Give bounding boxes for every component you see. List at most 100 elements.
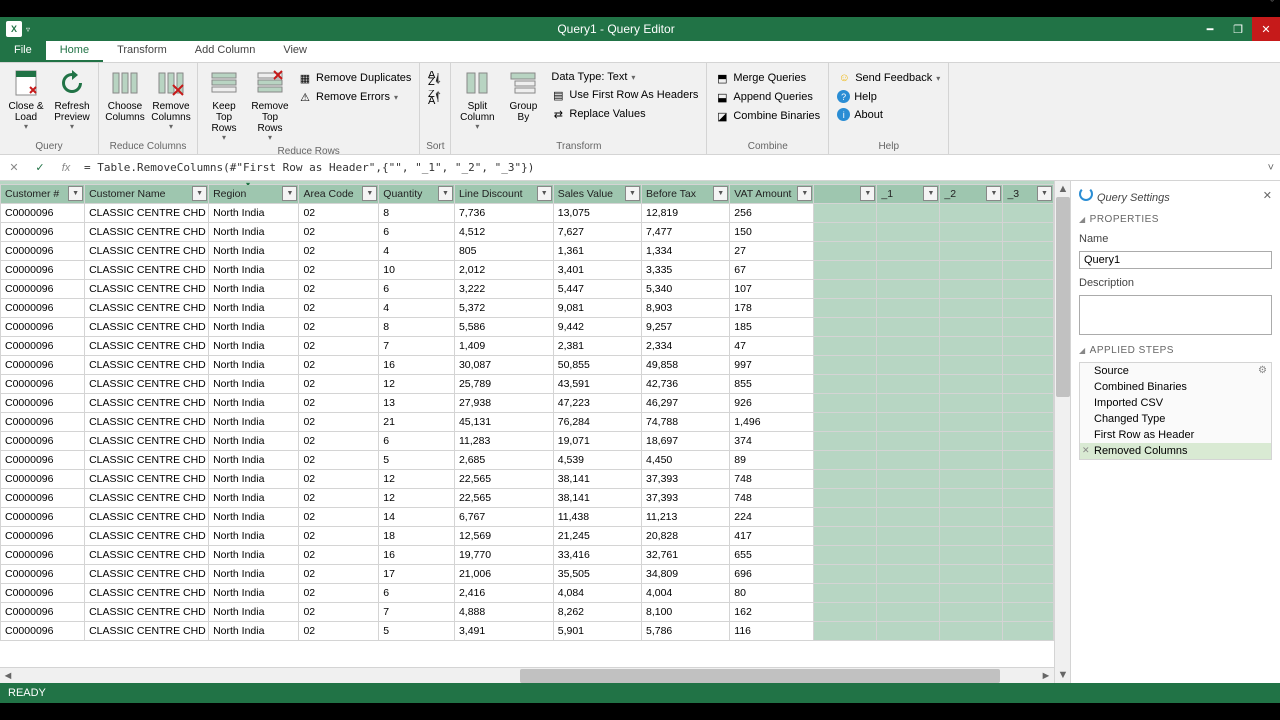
data-cell[interactable]: 4,512 [454,223,553,242]
filter-icon[interactable]: ▼ [713,186,728,201]
horizontal-scrollbar[interactable]: ◄ ► [0,667,1054,683]
data-cell[interactable]: 4,450 [642,451,730,470]
data-cell[interactable]: CLASSIC CENTRE CHD [85,318,209,337]
data-cell[interactable]: CLASSIC CENTRE CHD [85,413,209,432]
about-button[interactable]: iAbout [833,106,944,123]
empty-cell[interactable] [814,375,877,394]
empty-cell[interactable] [877,470,940,489]
empty-cell[interactable] [814,204,877,223]
keep-top-rows-button[interactable]: Keep Top Rows [202,65,246,145]
empty-cell[interactable] [877,584,940,603]
data-cell[interactable]: 5,586 [454,318,553,337]
filter-icon[interactable]: ▼ [537,186,552,201]
data-cell[interactable]: C0000096 [1,299,85,318]
data-cell[interactable]: 696 [730,565,814,584]
qat-dropdown-icon[interactable]: ▿ [26,25,30,34]
data-cell[interactable]: 2,012 [454,261,553,280]
data-cell[interactable]: CLASSIC CENTRE CHD [85,489,209,508]
data-cell[interactable]: 7,477 [642,223,730,242]
data-cell[interactable]: 02 [299,394,379,413]
filter-icon[interactable]: ▼ [438,186,453,201]
data-cell[interactable]: 7,627 [553,223,641,242]
data-cell[interactable]: 02 [299,204,379,223]
column-header[interactable]: _2▼ [940,185,1003,204]
data-cell[interactable]: 5,372 [454,299,553,318]
data-cell[interactable]: CLASSIC CENTRE CHD [85,451,209,470]
tab-add-column[interactable]: Add Column [181,41,270,62]
data-cell[interactable]: North India [209,622,299,641]
empty-cell[interactable] [814,299,877,318]
data-cell[interactable]: 185 [730,318,814,337]
empty-cell[interactable] [877,337,940,356]
data-cell[interactable]: CLASSIC CENTRE CHD [85,204,209,223]
data-cell[interactable]: 11,283 [454,432,553,451]
data-cell[interactable]: 32,761 [642,546,730,565]
data-cell[interactable]: 14 [379,508,455,527]
data-cell[interactable]: 38,141 [553,489,641,508]
data-cell[interactable]: C0000096 [1,337,85,356]
tab-view[interactable]: View [269,41,321,62]
data-cell[interactable]: 8,262 [553,603,641,622]
empty-cell[interactable] [940,375,1003,394]
data-cell[interactable]: 17 [379,565,455,584]
data-cell[interactable]: 37,393 [642,489,730,508]
data-cell[interactable]: 997 [730,356,814,375]
data-cell[interactable]: CLASSIC CENTRE CHD [85,394,209,413]
filter-icon[interactable]: ▼ [986,186,1001,201]
table-row[interactable]: C0000096CLASSIC CENTRE CHDNorth India027… [1,337,1054,356]
data-cell[interactable]: 2,416 [454,584,553,603]
data-cell[interactable]: North India [209,318,299,337]
empty-cell[interactable] [940,603,1003,622]
table-row[interactable]: C0000096CLASSIC CENTRE CHDNorth India026… [1,280,1054,299]
empty-cell[interactable] [814,565,877,584]
data-cell[interactable]: 67 [730,261,814,280]
data-cell[interactable]: 02 [299,451,379,470]
data-cell[interactable]: CLASSIC CENTRE CHD [85,622,209,641]
data-cell[interactable]: C0000096 [1,565,85,584]
empty-cell[interactable] [940,451,1003,470]
data-cell[interactable]: 6 [379,223,455,242]
data-cell[interactable]: 2,381 [553,337,641,356]
data-cell[interactable]: 2,685 [454,451,553,470]
send-feedback-button[interactable]: ☺Send Feedback [833,69,944,87]
scroll-down-icon[interactable]: ▼ [1055,667,1071,683]
empty-cell[interactable] [877,299,940,318]
table-row[interactable]: C0000096CLASSIC CENTRE CHDNorth India021… [1,489,1054,508]
data-cell[interactable]: North India [209,432,299,451]
data-cell[interactable]: CLASSIC CENTRE CHD [85,223,209,242]
restore-button[interactable]: ❐ [1224,17,1252,41]
data-cell[interactable]: 926 [730,394,814,413]
empty-cell[interactable] [814,261,877,280]
data-cell[interactable]: 02 [299,527,379,546]
empty-cell[interactable] [814,451,877,470]
data-cell[interactable]: 5,447 [553,280,641,299]
data-cell[interactable]: 7,736 [454,204,553,223]
data-cell[interactable]: 02 [299,356,379,375]
filter-icon[interactable]: ▼ [362,186,377,201]
data-cell[interactable]: 20,828 [642,527,730,546]
data-cell[interactable]: 748 [730,489,814,508]
close-load-button[interactable]: Close & Load [4,65,48,134]
data-cell[interactable]: North India [209,242,299,261]
data-cell[interactable]: C0000096 [1,489,85,508]
data-cell[interactable]: 417 [730,527,814,546]
empty-cell[interactable] [940,299,1003,318]
fx-icon[interactable]: fx [58,162,74,174]
scroll-up-icon[interactable]: ▲ [1055,181,1071,197]
column-header[interactable]: _3▼ [1003,185,1054,204]
empty-cell[interactable] [814,508,877,527]
data-cell[interactable]: 13,075 [553,204,641,223]
table-row[interactable]: C0000096CLASSIC CENTRE CHDNorth India021… [1,527,1054,546]
empty-cell[interactable] [1003,489,1054,508]
empty-cell[interactable] [1003,261,1054,280]
empty-cell[interactable] [940,584,1003,603]
data-cell[interactable]: 16 [379,546,455,565]
applied-steps-header[interactable]: APPLIED STEPS [1079,345,1272,356]
data-cell[interactable]: 19,770 [454,546,553,565]
table-row[interactable]: C0000096CLASSIC CENTRE CHDNorth India026… [1,584,1054,603]
data-cell[interactable]: 02 [299,432,379,451]
filter-icon[interactable]: ▼ [625,186,640,201]
data-cell[interactable]: 46,297 [642,394,730,413]
data-cell[interactable]: 43,591 [553,375,641,394]
data-cell[interactable]: 27,938 [454,394,553,413]
